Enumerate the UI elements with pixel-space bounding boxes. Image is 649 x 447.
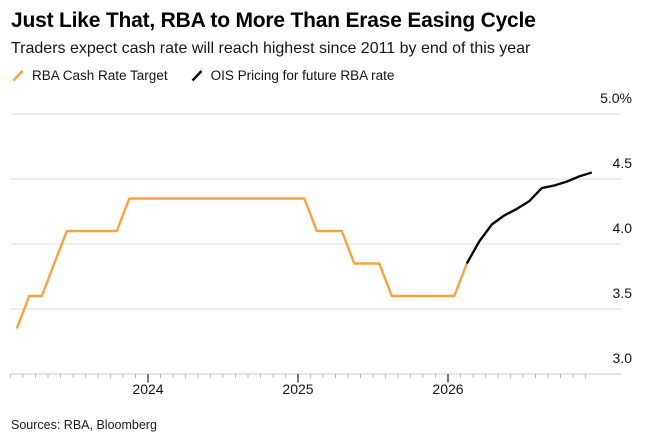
series-line-ois-pricing bbox=[465, 171, 593, 265]
y-axis-label: 3.5 bbox=[613, 285, 633, 301]
line-chart-plot-area: 2024 2025 2026 5.0% 4.5 4.0 3.5 3.0 bbox=[10, 90, 633, 397]
sources-note: Sources: RBA, Bloomberg bbox=[11, 418, 157, 432]
chart-legend: RBA Cash Rate Target OIS Pricing for fut… bbox=[11, 68, 641, 83]
legend-item-ois-pricing: OIS Pricing for future RBA rate bbox=[190, 68, 395, 83]
x-axis-year-label: 2024 bbox=[132, 381, 163, 397]
legend-item-rba-cash-rate: RBA Cash Rate Target bbox=[11, 68, 168, 83]
chart-header: Just Like That, RBA to More Than Erase E… bbox=[11, 8, 641, 83]
legend-label: RBA Cash Rate Target bbox=[32, 68, 168, 83]
chart-subtitle: Traders expect cash rate will reach high… bbox=[11, 40, 531, 57]
y-axis-label: 4.5 bbox=[613, 155, 633, 171]
x-axis-year-label: 2025 bbox=[282, 381, 313, 397]
legend-label: OIS Pricing for future RBA rate bbox=[210, 68, 395, 83]
x-axis-year-label: 2026 bbox=[432, 381, 463, 397]
y-axis-label: 5.0% bbox=[600, 90, 632, 106]
chart-title: Just Like That, RBA to More Than Erase E… bbox=[11, 9, 536, 32]
series-line-rba-cash-rate bbox=[15, 197, 468, 329]
black-slash-icon bbox=[191, 70, 202, 82]
y-axis-label: 4.0 bbox=[613, 220, 633, 236]
y-axis-label: 3.0 bbox=[613, 350, 633, 366]
orange-slash-icon bbox=[12, 70, 24, 82]
